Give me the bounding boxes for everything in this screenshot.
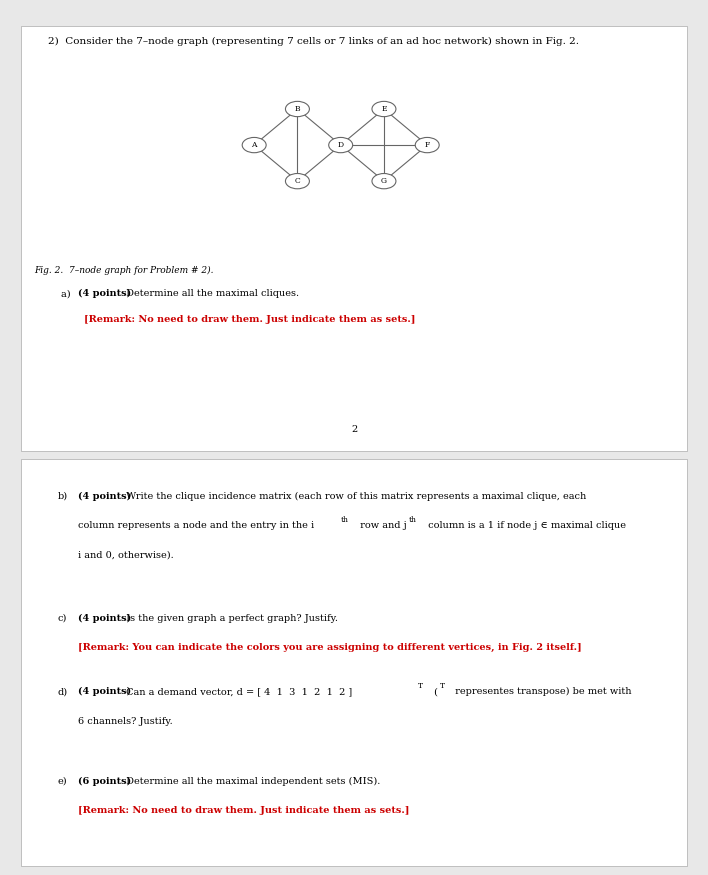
Text: th: th: [341, 516, 348, 524]
Text: Is the given graph a perfect graph? Justify.: Is the given graph a perfect graph? Just…: [123, 614, 338, 623]
Circle shape: [329, 137, 353, 153]
Circle shape: [285, 173, 309, 189]
Text: E: E: [381, 105, 387, 113]
Circle shape: [372, 102, 396, 116]
Text: 2)  Consider the 7–node graph (representing 7 cells or 7 links of an ad hoc netw: 2) Consider the 7–node graph (representi…: [48, 37, 579, 46]
Text: T: T: [418, 682, 423, 690]
Text: Determine all the maximal independent sets (MIS).: Determine all the maximal independent se…: [123, 777, 380, 786]
Text: column represents a node and the entry in the i: column represents a node and the entry i…: [78, 522, 314, 530]
Text: b): b): [58, 492, 68, 500]
Text: A: A: [251, 141, 257, 149]
Text: G: G: [381, 177, 387, 185]
Circle shape: [372, 173, 396, 189]
Text: Determine all the maximal cliques.: Determine all the maximal cliques.: [123, 290, 299, 298]
Text: 2: 2: [351, 424, 357, 434]
Text: [Remark: No need to draw them. Just indicate them as sets.]: [Remark: No need to draw them. Just indi…: [84, 315, 416, 324]
Text: [Remark: You can indicate the colors you are assigning to different vertices, in: [Remark: You can indicate the colors you…: [78, 643, 581, 652]
Text: (4 points): (4 points): [78, 614, 131, 623]
Text: (: (: [430, 687, 438, 696]
Text: B: B: [295, 105, 300, 113]
Text: Can a demand vector, d = [ 4  1  3  1  2  1  2 ]: Can a demand vector, d = [ 4 1 3 1 2 1 2…: [123, 687, 353, 696]
Text: 6 channels? Justify.: 6 channels? Justify.: [78, 717, 173, 725]
Text: D: D: [338, 141, 344, 149]
Text: F: F: [425, 141, 430, 149]
Text: (4 points): (4 points): [78, 687, 131, 696]
Text: (6 points): (6 points): [78, 777, 131, 786]
Text: T: T: [440, 682, 445, 690]
Text: (4 points): (4 points): [78, 492, 131, 501]
Text: Write the clique incidence matrix (each row of this matrix represents a maximal : Write the clique incidence matrix (each …: [123, 492, 586, 501]
Text: d): d): [58, 687, 68, 696]
Text: c): c): [58, 614, 67, 623]
Circle shape: [242, 137, 266, 153]
Text: column is a 1 if node j ∈ maximal clique: column is a 1 if node j ∈ maximal clique: [426, 522, 626, 530]
Text: [Remark: No need to draw them. Just indicate them as sets.]: [Remark: No need to draw them. Just indi…: [78, 806, 409, 815]
Circle shape: [285, 102, 309, 116]
Text: C: C: [295, 177, 300, 185]
Text: e): e): [58, 777, 67, 786]
Text: representes transpose) be met with: representes transpose) be met with: [452, 687, 632, 696]
Text: th: th: [409, 516, 416, 524]
Text: a): a): [61, 290, 74, 298]
Text: row and j: row and j: [358, 522, 407, 530]
Text: (4 points): (4 points): [78, 290, 131, 298]
Circle shape: [415, 137, 439, 153]
Text: Fig. 2.  7–node graph for Problem # 2).: Fig. 2. 7–node graph for Problem # 2).: [35, 266, 214, 275]
Text: i and 0, otherwise).: i and 0, otherwise).: [78, 550, 173, 559]
